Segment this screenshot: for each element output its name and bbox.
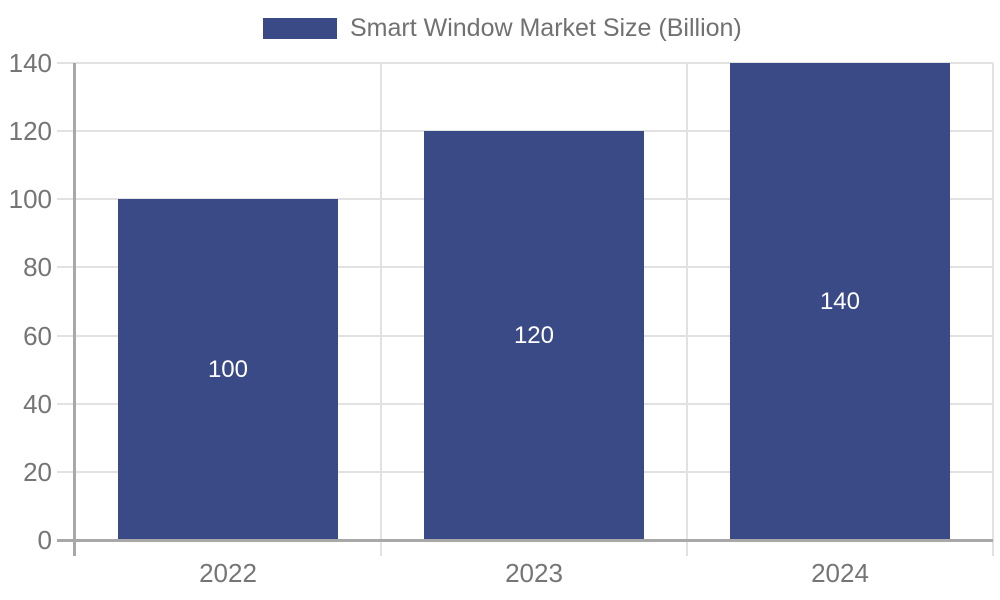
x-axis-line (57, 539, 993, 542)
bar-value-label: 100 (207, 355, 248, 383)
bar (423, 131, 645, 540)
y-tick-label: 80 (23, 252, 52, 283)
y-tick-label: 40 (23, 388, 52, 419)
gridline-horizontal (57, 62, 993, 64)
y-tick-label: 100 (8, 184, 52, 215)
y-tick-label: 60 (23, 320, 52, 351)
x-tick-label: 2023 (505, 558, 563, 588)
bar-value-label: 120 (513, 321, 554, 349)
gridline-vertical (992, 63, 994, 556)
legend-item[interactable]: Smart Window Market Size (Billion) (263, 14, 742, 43)
y-tick-label: 120 (8, 116, 52, 147)
y-axis-line (73, 63, 76, 556)
gridline-vertical (686, 63, 688, 556)
x-tick-label: 2022 (199, 558, 257, 588)
y-tick-label: 20 (23, 456, 52, 487)
legend-swatch (263, 18, 337, 39)
y-tick-label: 140 (8, 48, 52, 78)
legend-label: Smart Window Market Size (Billion) (350, 14, 742, 42)
x-tick-label: 2024 (811, 558, 869, 588)
bar-value-label: 140 (819, 287, 860, 315)
bar (117, 199, 339, 540)
gridline-vertical (380, 63, 382, 556)
bar (729, 63, 951, 540)
y-tick-label: 0 (37, 525, 52, 555)
